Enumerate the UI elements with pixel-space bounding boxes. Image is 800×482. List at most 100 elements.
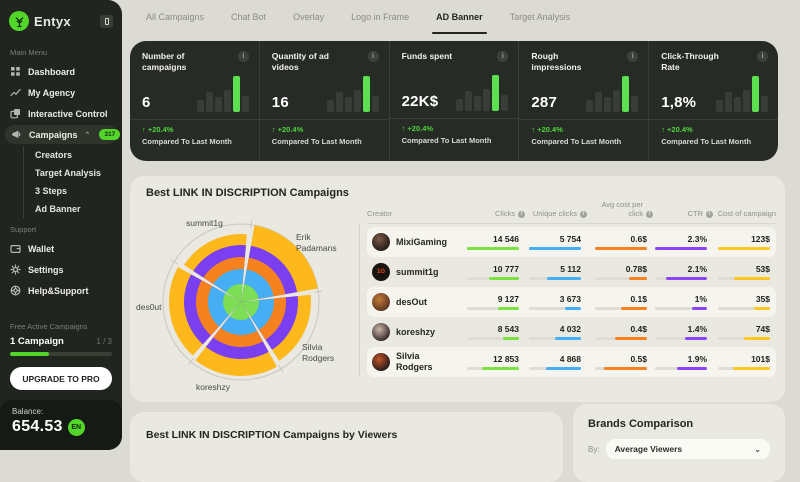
sector-ring bbox=[241, 284, 259, 302]
metric-cell: 53$ bbox=[713, 264, 776, 280]
info-icon[interactable]: i bbox=[646, 210, 653, 218]
free-campaigns-block: Free Active Campaigns 1 Campaign 1 / 3 U… bbox=[10, 322, 112, 390]
mini-bar bbox=[456, 99, 464, 111]
metric-cell: 4 032 bbox=[525, 324, 587, 340]
metric-cell: 10 777 bbox=[463, 264, 525, 280]
metric-cell: 1.9% bbox=[653, 354, 713, 370]
guide-tick bbox=[278, 365, 284, 373]
metric-cell: 0.6$ bbox=[587, 234, 653, 250]
balance-value: 654.53 bbox=[12, 418, 63, 435]
info-icon[interactable]: i bbox=[237, 51, 249, 62]
info-icon[interactable]: i bbox=[580, 210, 587, 218]
info-icon[interactable]: i bbox=[627, 51, 639, 62]
column-header-creator: Creator bbox=[367, 209, 393, 219]
mini-bar-highlight bbox=[232, 76, 240, 113]
mini-bar bbox=[733, 97, 741, 113]
metric-cell: 14 546 bbox=[463, 234, 525, 250]
sector-ring bbox=[223, 293, 241, 316]
sidebar-item-campaigns[interactable]: Campaigns ⌃ 317 bbox=[5, 125, 121, 144]
average-viewers-select[interactable]: Average Viewers ⌄ bbox=[605, 439, 770, 459]
sidebar-subitem-ad-banner[interactable]: Ad Banner bbox=[35, 204, 81, 214]
info-icon[interactable]: i bbox=[367, 51, 379, 62]
sidebar-item-label: Dashboard bbox=[28, 66, 76, 77]
creator-name: summit1g bbox=[396, 266, 439, 277]
sidebar-item-label: Settings bbox=[28, 264, 64, 275]
mini-bar bbox=[604, 97, 612, 113]
sidebar-item-wallet[interactable]: Wallet bbox=[0, 238, 122, 259]
metric-cell: 5 112 bbox=[525, 264, 587, 280]
stat-compare-label: Compared To Last Month bbox=[661, 137, 752, 147]
tab-overlay[interactable]: Overlay bbox=[293, 12, 325, 22]
metric-cell: 3 673 bbox=[525, 294, 587, 310]
metric-cell: 1% bbox=[653, 294, 713, 310]
guide-tick bbox=[250, 220, 253, 229]
table-row-mixigaming[interactable]: MixiGaming 14 546 5 754 0.6$ 2.3% 123$ bbox=[367, 226, 776, 257]
sidebar-item-label: My Agency bbox=[28, 87, 76, 98]
info-icon[interactable]: i bbox=[756, 51, 768, 62]
sidebar-item-my-agency[interactable]: My Agency bbox=[0, 82, 122, 103]
metric-cell: 9 127 bbox=[463, 294, 525, 310]
mini-bar bbox=[483, 89, 491, 111]
creator-name: MixiGaming bbox=[396, 236, 448, 247]
trend-line-icon bbox=[10, 88, 21, 97]
stat-card: Number of campaigns i 6 ↑ +20.4% Compare… bbox=[130, 41, 260, 161]
viewers-card: Best LINK IN DISCRIPTION Campaigns by Vi… bbox=[130, 412, 563, 482]
table-row-silvia-rodgers[interactable]: Silvia Rodgers 12 853 4 868 0.5$ 1.9% 101$ bbox=[367, 346, 776, 377]
chart-label-des0ut: des0ut bbox=[136, 302, 162, 312]
metric-cell: 0.78$ bbox=[587, 264, 653, 280]
upgrade-to-pro-button[interactable]: UPGRADE TO PRO bbox=[10, 367, 112, 390]
creator-name: Silvia Rodgers bbox=[396, 351, 433, 372]
sidebar-item-settings[interactable]: Settings bbox=[0, 259, 122, 280]
chart-label-silvia-rodgers: Silvia Rodgers bbox=[302, 342, 335, 363]
stat-change: ↑ +20.4% bbox=[531, 125, 563, 135]
tab-ad-banner[interactable]: AD Banner bbox=[432, 0, 487, 34]
stat-change: ↑ +20.4% bbox=[142, 125, 174, 135]
table-row-koreshzy[interactable]: koreshzy 8 543 4 032 0.4$ 1.4% 74$ bbox=[367, 317, 776, 347]
mini-bar-highlight bbox=[622, 76, 630, 113]
sector-ring bbox=[229, 302, 250, 320]
collapse-sidebar-icon[interactable] bbox=[100, 14, 113, 28]
column-header-cost-of-campaign: Cost of campaign bbox=[717, 209, 776, 219]
stat-change: ↑ +20.4% bbox=[661, 125, 693, 135]
table-row-desout[interactable]: desOut 9 127 3 673 0.1$ 1% 35$ bbox=[367, 286, 776, 317]
stat-value: 16 bbox=[271, 94, 289, 112]
sidebar-subitem-creators[interactable]: Creators bbox=[35, 150, 73, 160]
column-header-unique-clicks: Unique clicks i bbox=[525, 209, 587, 218]
brands-comparison-title: Brands Comparison bbox=[588, 418, 694, 430]
stat-compare-label: Compared To Last Month bbox=[142, 137, 232, 147]
tab-all-campaigns[interactable]: All Campaigns bbox=[146, 12, 205, 22]
free-campaigns-label: Free Active Campaigns bbox=[10, 322, 88, 331]
free-campaigns-ratio: 1 / 3 bbox=[96, 337, 112, 346]
sidebar-subitem-target-analysis[interactable]: Target Analysis bbox=[35, 168, 102, 178]
campaigns-card: Best LINK IN DISCRIPTION Campaigns Erik P… bbox=[130, 176, 785, 402]
sidebar-item-interactive-control[interactable]: Interactive Control bbox=[0, 103, 122, 124]
table-row-summit1g[interactable]: 1G summit1g 10 777 5 112 0.78$ 2.1% 53$ bbox=[367, 257, 776, 287]
support-label: Support bbox=[10, 225, 37, 234]
stat-card: Click-Through Rate i 1,8% ↑ +20.4% Compa… bbox=[649, 41, 778, 161]
campaigns-count-badge: 317 bbox=[99, 129, 121, 140]
metric-cell: 0.5$ bbox=[587, 354, 653, 370]
sidebar-subitem-3-steps[interactable]: 3 Steps bbox=[35, 186, 68, 196]
mini-bar bbox=[724, 92, 732, 113]
lifebuoy-icon bbox=[10, 285, 21, 296]
stat-change: ↑ +20.4% bbox=[401, 124, 434, 133]
info-icon[interactable]: i bbox=[706, 210, 713, 218]
metric-cell: 4 868 bbox=[525, 354, 587, 370]
avatar bbox=[372, 322, 390, 341]
mini-bar bbox=[501, 95, 509, 111]
info-icon[interactable]: i bbox=[518, 210, 525, 218]
sidebar-item-dashboard[interactable]: Dashboard bbox=[0, 61, 122, 82]
free-campaigns-progress bbox=[10, 352, 112, 356]
info-icon[interactable]: i bbox=[497, 51, 509, 62]
select-value: Average Viewers bbox=[614, 444, 683, 454]
mini-bar-highlight bbox=[751, 76, 759, 113]
stat-title: Rough impressions bbox=[531, 51, 582, 73]
tab-chat-bot[interactable]: Chat Bot bbox=[231, 12, 267, 22]
stat-change: ↑ +20.4% bbox=[271, 125, 304, 135]
stat-compare-label: Compared To Last Month bbox=[531, 137, 622, 147]
tab-target-analysis[interactable]: Target Analysis bbox=[509, 12, 571, 22]
sidebar-item-label: Wallet bbox=[28, 243, 55, 254]
sidebar-item-help-support[interactable]: Help&Support bbox=[0, 280, 122, 301]
currency-en-badge: EN bbox=[67, 418, 85, 436]
tab-logo-in-frame[interactable]: Logo in Frame bbox=[351, 12, 410, 22]
